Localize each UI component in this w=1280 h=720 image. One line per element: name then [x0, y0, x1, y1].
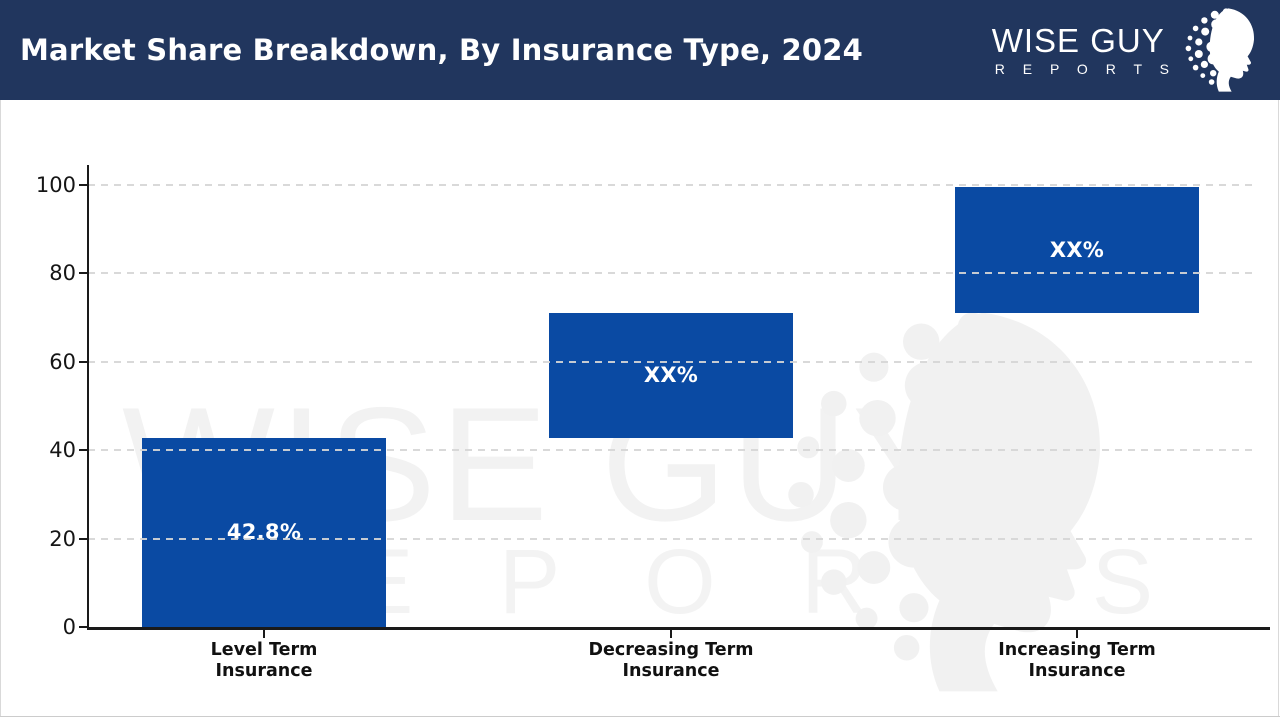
bar-decreasing-term: XX%: [549, 313, 793, 438]
bar-value-label: 42.8%: [226, 520, 302, 545]
category-label-decreasing-term: Decreasing Term Insurance: [501, 640, 841, 682]
bar-value-label: XX%: [643, 363, 699, 388]
y-tick-label-80: 80: [49, 261, 76, 286]
y-tick-mark: [79, 537, 87, 540]
chart-title: Market Share Breakdown, By Insurance Typ…: [20, 33, 864, 67]
y-tick-mark: [79, 626, 87, 628]
category-line-1: Decreasing Term: [588, 640, 754, 660]
y-tick-label-100: 100: [35, 172, 76, 197]
bar-value-label: XX%: [1049, 238, 1105, 263]
x-tick-mark: [1076, 630, 1078, 638]
y-tick-label-40: 40: [49, 438, 76, 463]
y-tick-mark: [79, 360, 87, 363]
x-axis-line: [87, 627, 1270, 630]
brand-subtitle: R E P O R T S: [994, 60, 1176, 77]
category-line-1: Level Term: [210, 640, 318, 660]
header-band: Market Share Breakdown, By Insurance Typ…: [0, 0, 1280, 100]
category-line-2: Insurance: [215, 661, 313, 681]
y-tick-mark: [79, 183, 87, 186]
y-tick-label-60: 60: [49, 349, 76, 374]
right-border-line: [1278, 100, 1279, 717]
plot-area: WISE GUY R E P O R T S 42.8% XX% XX% 0 2…: [0, 100, 1280, 720]
y-tick-label-20: 20: [49, 526, 76, 551]
gridline-20: [88, 537, 1258, 540]
brand-logo: WISE GUY R E P O R T S: [992, 4, 1266, 96]
gridline-60: [88, 360, 1258, 363]
brand-logo-text: WISE GUY R E P O R T S: [991, 21, 1176, 77]
gridline-40: [88, 449, 1258, 452]
y-tick-mark: [79, 272, 87, 275]
x-tick-mark: [670, 630, 672, 638]
left-border-line: [0, 100, 1, 717]
category-label-level-term: Level Term Insurance: [94, 640, 434, 682]
category-label-increasing-term: Increasing Term Insurance: [907, 640, 1247, 682]
x-tick-mark: [263, 630, 265, 638]
y-axis-line: [87, 165, 89, 627]
gridline-80: [88, 272, 1258, 275]
wise-guy-head-icon: [1178, 4, 1266, 96]
y-tick-label-0: 0: [62, 615, 76, 639]
bar-increasing-term: XX%: [955, 187, 1199, 314]
category-line-1: Increasing Term: [998, 640, 1156, 660]
brand-name: WISE GUY: [991, 21, 1165, 59]
category-line-2: Insurance: [1028, 661, 1126, 681]
y-tick-mark: [79, 449, 87, 452]
gridline-100: [88, 183, 1258, 186]
category-line-2: Insurance: [622, 661, 720, 681]
bottom-border-line: [0, 716, 1280, 717]
bar-level-term: 42.8%: [142, 437, 386, 627]
